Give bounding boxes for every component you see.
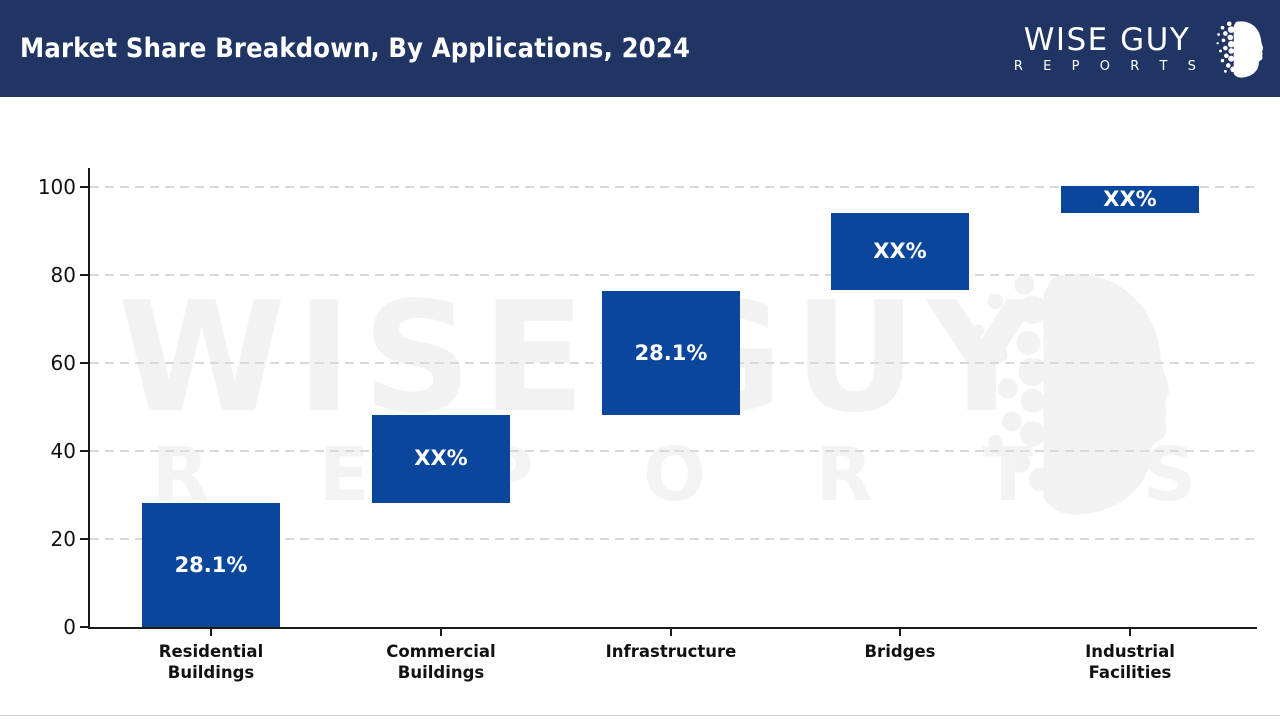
y-axis-tick [80,450,88,452]
wiseguy-logo-text: WISE GUY R E P O R T S [1010,21,1204,74]
wiseguy-logo: WISE GUY R E P O R T S [1010,12,1268,86]
y-axis-tick-label: 100 [37,175,76,199]
gridline-100 [90,186,1257,188]
bar-commercial-buildings: XX% [372,414,510,503]
page-title: Market Share Breakdown, By Applications,… [20,33,691,64]
y-axis-line [88,168,90,629]
x-axis-line [88,627,1257,629]
x-axis-category-label: Bridges [864,642,936,661]
gridline-40 [90,450,1257,452]
bar-residential-buildings: 28.1% [142,503,280,627]
wiseguy-head-icon [1206,12,1268,86]
bar-bridges: XX% [831,212,969,290]
y-axis-tick [80,538,88,540]
gridline-20 [90,538,1257,540]
x-axis-tick [899,629,901,636]
y-axis-tick [80,274,88,276]
bottom-divider [0,715,1280,716]
y-axis-tick [80,362,88,364]
y-axis-tick-label: 80 [50,263,76,287]
bar-value-label: XX% [1103,186,1157,211]
y-axis-tick-label: 20 [50,527,76,551]
y-axis-tick-label: 60 [50,351,76,375]
y-axis-tick-label: 40 [50,439,76,463]
bar-value-label: XX% [873,238,927,263]
bar-value-label: XX% [414,446,468,471]
watermark-text-line1: WISE GUY [118,269,1047,446]
y-axis-tick [80,186,88,188]
bar-infrastructure: 28.1% [602,291,740,415]
x-axis-tick [210,629,212,636]
x-axis-category-label: Commercial Buildings [386,642,496,683]
bar-industrial-facilities: XX% [1061,186,1199,213]
x-axis-tick [1129,629,1131,636]
logo-brand-subtitle: R E P O R T S [1013,58,1204,74]
x-axis-category-label: Industrial Facilities [1085,642,1175,683]
x-axis-tick [440,629,442,636]
report-header: Market Share Breakdown, By Applications,… [0,0,1280,97]
logo-brand-name: WISE GUY [1023,21,1191,58]
x-axis-category-label: Infrastructure [605,642,737,661]
x-axis-tick [670,629,672,636]
gridline-80 [90,274,1257,276]
bar-value-label: 28.1% [634,340,708,365]
y-axis-tick-label: 0 [63,615,76,639]
x-axis-category-label: Residential Buildings [158,642,264,683]
y-axis-tick [80,626,88,628]
bar-value-label: 28.1% [174,552,248,577]
